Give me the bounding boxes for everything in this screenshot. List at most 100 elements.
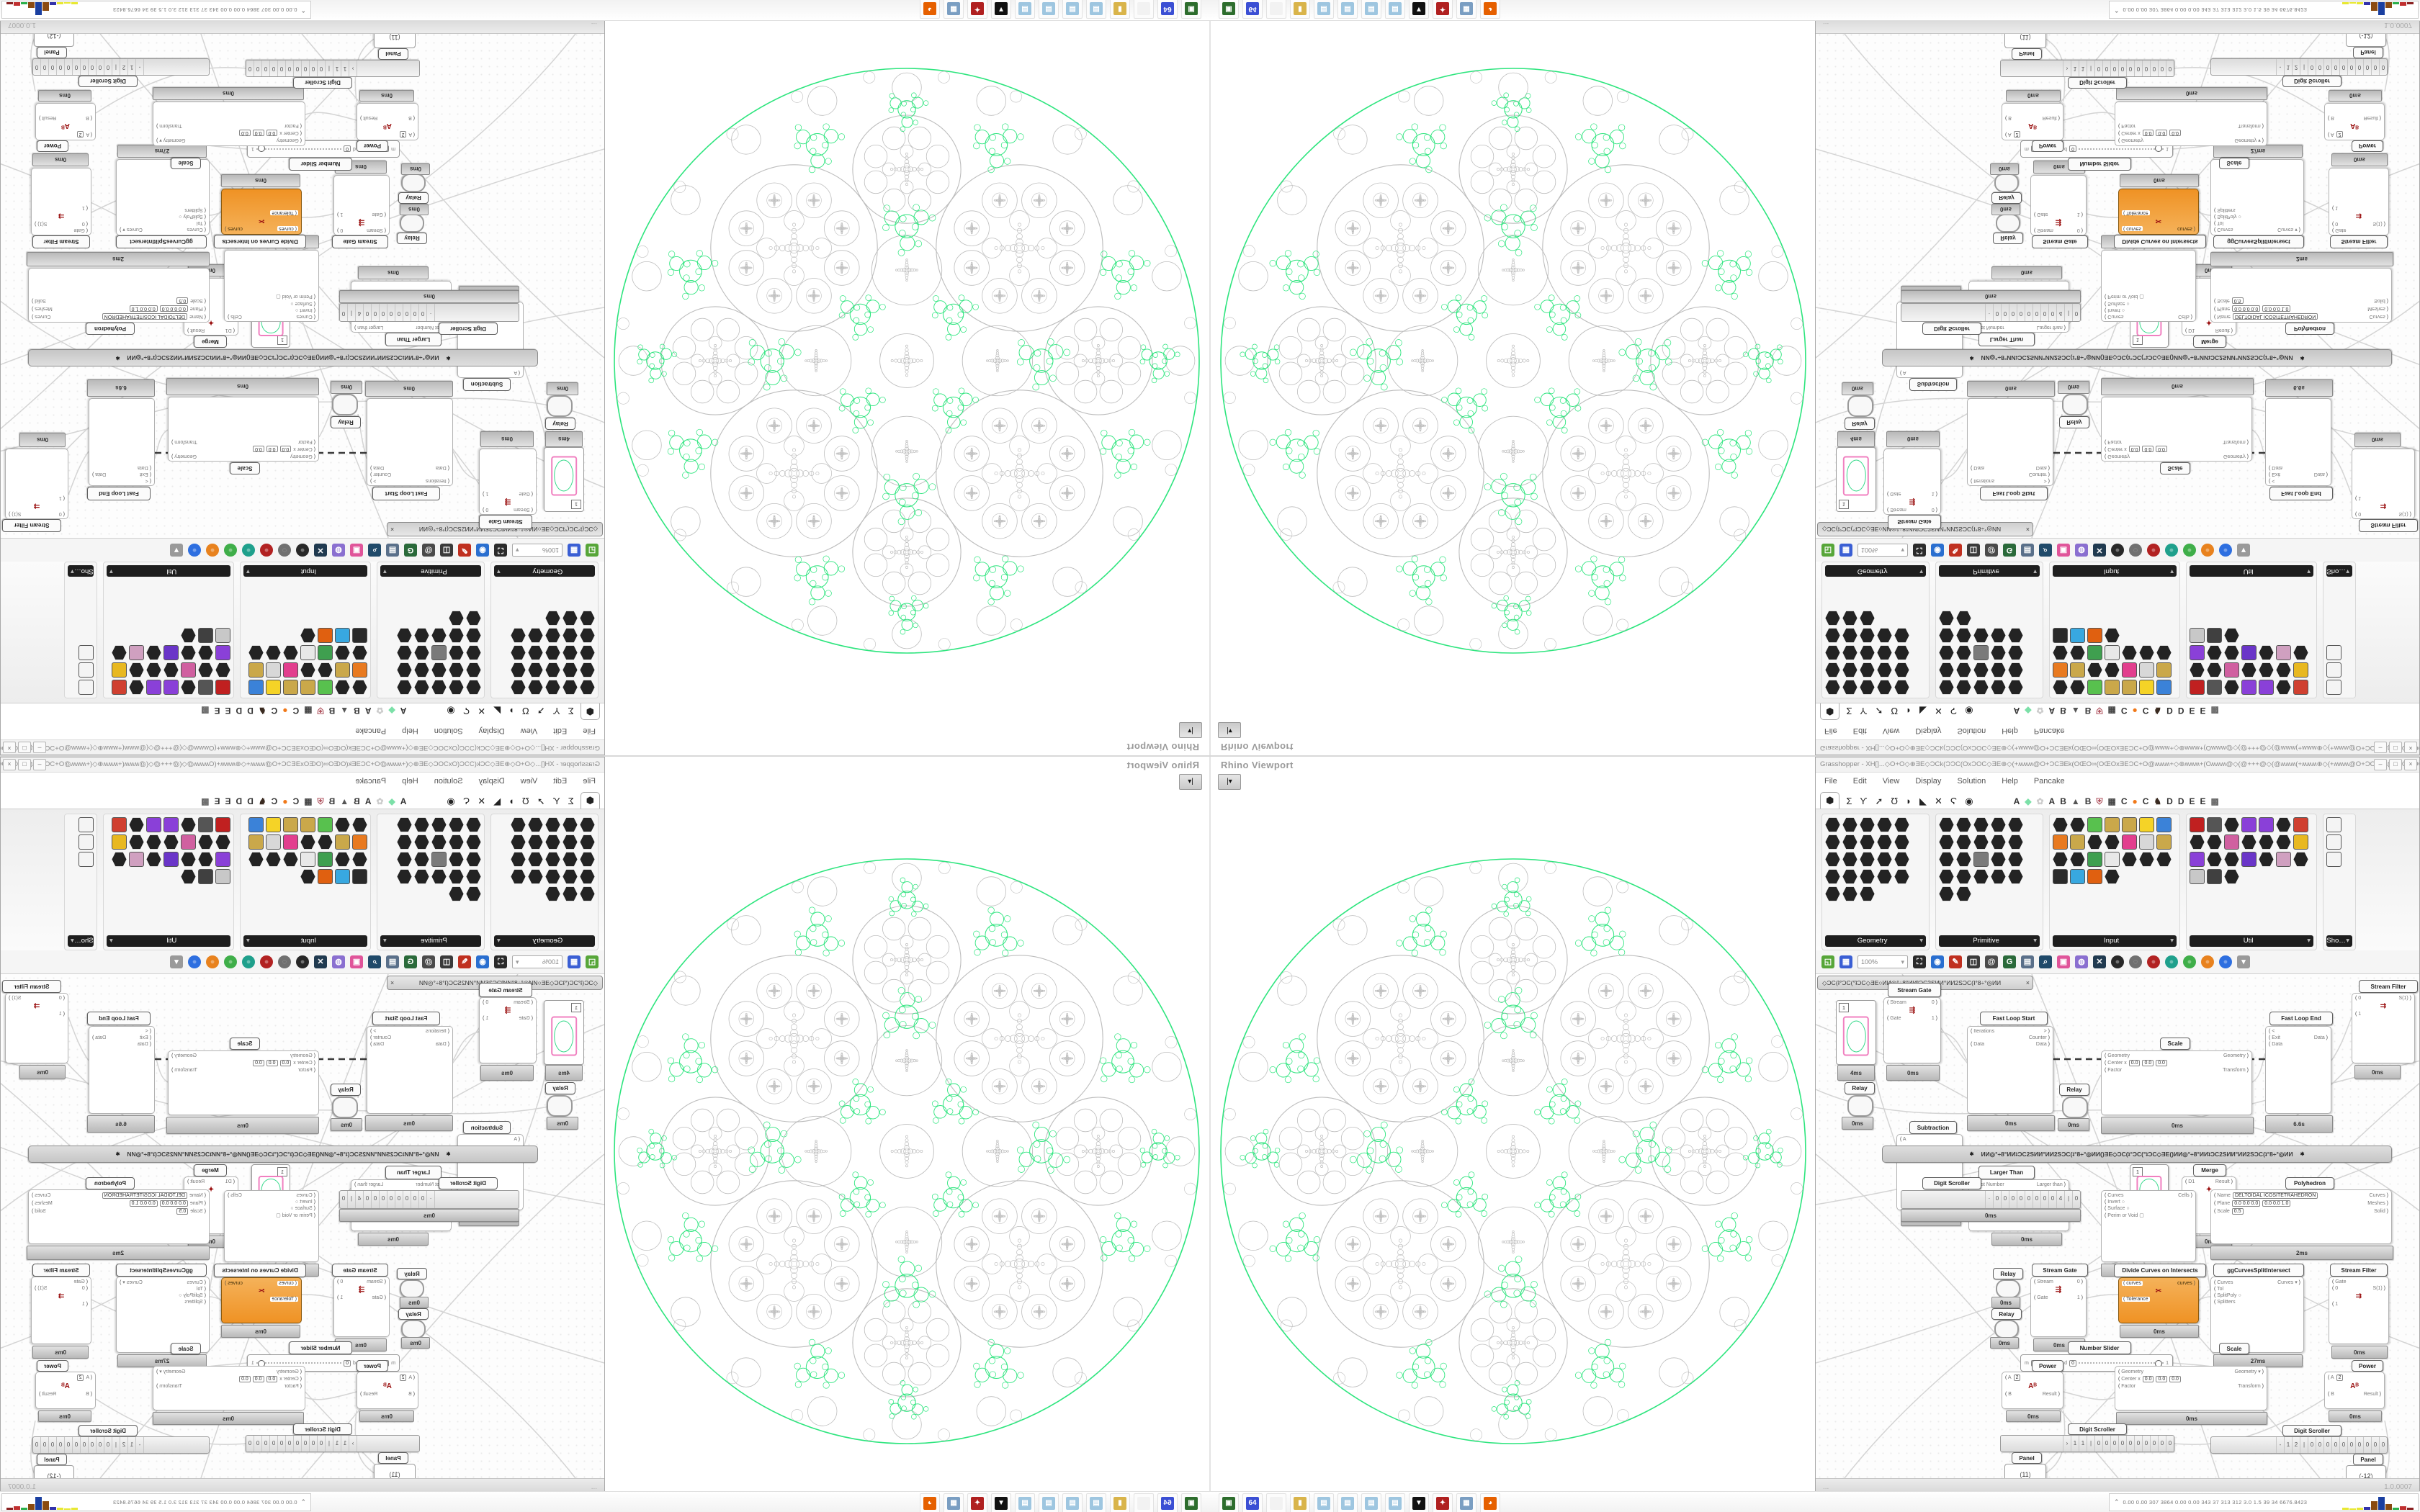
component-icon[interactable] bbox=[1842, 645, 1857, 660]
component-icon[interactable] bbox=[129, 852, 144, 867]
component-icon[interactable] bbox=[1842, 817, 1857, 832]
value-box[interactable]: 0.0 bbox=[2156, 130, 2168, 136]
tab-plugin-14[interactable]: D bbox=[2177, 706, 2184, 716]
toolbar-overflow-chevron[interactable]: ▾ bbox=[2237, 544, 2250, 557]
component-icon[interactable] bbox=[580, 662, 595, 678]
notepad-icon[interactable]: ▤ bbox=[1086, 1493, 1106, 1512]
digit-scroller-node[interactable]: › 1 1 | 0 0 0 0 0 0 0 0 0 0 bbox=[246, 60, 420, 77]
input-port[interactable]: Exit bbox=[2269, 472, 2280, 477]
component-icon[interactable] bbox=[511, 869, 526, 884]
sketch-pen-icon[interactable]: ✎ bbox=[1949, 955, 1962, 968]
component-icon[interactable] bbox=[1825, 645, 1840, 660]
component-icon[interactable] bbox=[181, 817, 196, 832]
save-file-icon[interactable]: ▦ bbox=[1839, 955, 1852, 968]
node-label-power[interactable]: Power bbox=[37, 140, 68, 152]
node-label-relay[interactable]: Relay bbox=[1991, 192, 2022, 204]
component-icon[interactable] bbox=[511, 817, 526, 832]
component-icon[interactable] bbox=[2241, 680, 2257, 695]
component-icon[interactable] bbox=[215, 852, 230, 867]
tab-std-3[interactable]: ➚ bbox=[537, 796, 545, 806]
component-icon[interactable] bbox=[414, 628, 429, 643]
component-icon[interactable] bbox=[181, 645, 196, 660]
zoom-level-field[interactable]: 100% ▾ bbox=[512, 544, 563, 557]
output-port[interactable]: Data bbox=[2036, 1042, 2050, 1047]
preview-wire-icon[interactable]: ◌ bbox=[278, 955, 291, 968]
component-icon[interactable] bbox=[79, 817, 94, 832]
tab-std-5[interactable]: ◗ bbox=[508, 706, 514, 716]
output-port[interactable]: Cells bbox=[2178, 314, 2192, 319]
chevron-down-icon[interactable]: ▾ bbox=[1901, 546, 1904, 554]
component-icon[interactable] bbox=[1939, 886, 1954, 901]
input-port[interactable]: Plane bbox=[190, 306, 206, 311]
finder-icon[interactable]: ⌕ bbox=[368, 955, 381, 968]
tab-plugin-5[interactable]: ▲ bbox=[340, 796, 349, 806]
component-icon[interactable] bbox=[580, 645, 595, 660]
output-port[interactable]: Result bbox=[187, 328, 205, 333]
component-icon[interactable] bbox=[2105, 869, 2120, 884]
component-icon[interactable] bbox=[335, 628, 350, 643]
node-label-stream-gate[interactable]: Stream Gate bbox=[1888, 515, 1941, 529]
notepad-icon[interactable]: ▤ bbox=[1314, 1493, 1334, 1512]
input-port[interactable]: Gate bbox=[372, 1295, 386, 1300]
digit-cell[interactable]: 0 bbox=[395, 1191, 403, 1208]
component-icon[interactable] bbox=[198, 834, 213, 850]
digit-cell[interactable]: 0 bbox=[318, 1436, 326, 1452]
palette-group-label[interactable]: Input ▾ bbox=[2053, 565, 2177, 577]
node-label-digit-scroller[interactable]: Digit Scroller bbox=[79, 1425, 138, 1436]
component-icon[interactable] bbox=[1842, 852, 1857, 867]
component-icon[interactable] bbox=[2259, 662, 2274, 678]
balloon-green-icon[interactable]: ● bbox=[224, 544, 237, 557]
viewport-dropdown-button[interactable]: |▾ bbox=[1218, 774, 1241, 790]
digit-cell[interactable]: | bbox=[2087, 1436, 2094, 1452]
node-label-panel[interactable]: Panel bbox=[37, 1454, 67, 1465]
component-icon[interactable] bbox=[2139, 817, 2154, 832]
input-port[interactable]: Geometry bbox=[2105, 454, 2130, 459]
menu-item-solution[interactable]: Solution bbox=[1957, 726, 1986, 735]
component-icon[interactable] bbox=[2008, 628, 2023, 643]
component-icon[interactable] bbox=[129, 817, 144, 832]
tab-plugin-8[interactable]: ▦ bbox=[304, 706, 313, 716]
component-icon[interactable] bbox=[2224, 817, 2239, 832]
digit-cell[interactable]: 2 bbox=[120, 1437, 128, 1453]
node-label-relay[interactable]: Relay bbox=[397, 233, 427, 244]
component-icon[interactable] bbox=[2326, 662, 2341, 678]
component-icon[interactable] bbox=[2207, 645, 2222, 660]
component-icon[interactable] bbox=[352, 680, 367, 695]
close-button[interactable]: × bbox=[3, 759, 16, 770]
gh-canvas[interactable]: ◇ƆC(ʇ°ƆC(°ʇƆC◇ƎE○ИИ◎°÷8°ИИʇƆC2SИИ°ИИ2SƆC… bbox=[1816, 974, 2419, 1478]
component-icon[interactable] bbox=[1973, 817, 1989, 832]
digit-cell[interactable]: 0 bbox=[302, 60, 310, 76]
component-icon[interactable] bbox=[449, 886, 464, 901]
output-port[interactable]: Transform bbox=[2238, 123, 2264, 128]
component-icon[interactable] bbox=[511, 628, 526, 643]
input-port[interactable]: Center x bbox=[2118, 1377, 2140, 1382]
notepad-icon[interactable]: ▤ bbox=[1086, 0, 1106, 19]
component-icon[interactable] bbox=[2207, 680, 2222, 695]
input-port[interactable]: Name bbox=[189, 1193, 206, 1198]
value-box[interactable]: 0.0 0.0 0.0 bbox=[2232, 1200, 2261, 1207]
palette-group-label[interactable]: Sho… ▾ bbox=[2326, 935, 2352, 947]
node-label-power[interactable]: Power bbox=[2032, 140, 2063, 152]
palette-group-label[interactable]: Util ▾ bbox=[107, 565, 230, 577]
component-icon[interactable] bbox=[215, 628, 230, 643]
app-terminal-icon[interactable]: ▣ bbox=[1181, 1493, 1201, 1512]
digit-cell[interactable]: | bbox=[2064, 1191, 2072, 1208]
tab-plugin-0[interactable]: A bbox=[400, 796, 407, 806]
component-icon[interactable] bbox=[2087, 834, 2102, 850]
component-icon[interactable] bbox=[318, 852, 333, 867]
node-label-scale[interactable]: Scale bbox=[230, 1038, 260, 1050]
input-port[interactable]: Tolerance bbox=[2122, 210, 2150, 215]
component-icon[interactable] bbox=[2008, 852, 2023, 867]
digit-cell[interactable]: 0 bbox=[2347, 1437, 2355, 1453]
digit-cell[interactable]: 0 bbox=[380, 304, 387, 321]
component-icon[interactable] bbox=[2276, 645, 2291, 660]
component-icon[interactable] bbox=[181, 628, 196, 643]
input-port[interactable]: Invert ○ bbox=[2105, 1200, 2125, 1205]
digit-scroller-node[interactable]: › 1 1 | 0 0 0 0 0 0 0 0 0 0 bbox=[2000, 1435, 2174, 1452]
node-label-ggcurvessplitintersect[interactable]: ggCurvesSplitIntersect bbox=[116, 235, 207, 248]
component-icon[interactable] bbox=[1877, 852, 1892, 867]
component-icon[interactable] bbox=[2139, 852, 2154, 867]
digit-cell[interactable]: 0 bbox=[310, 60, 318, 76]
input-port[interactable]: Center x bbox=[293, 1061, 315, 1066]
input-port[interactable]: Stream bbox=[1887, 1000, 1906, 1005]
